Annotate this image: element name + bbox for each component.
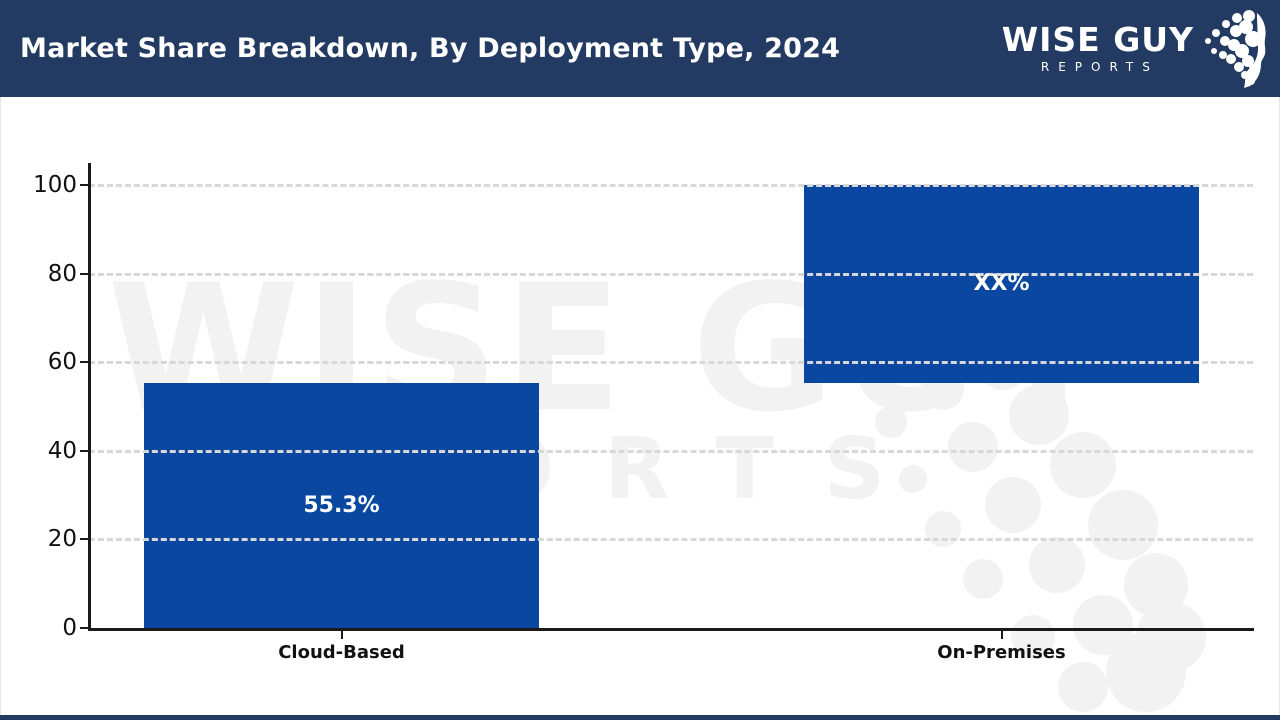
y-tick-mark — [80, 538, 89, 541]
y-tick-mark — [80, 361, 89, 364]
gridline — [89, 538, 1253, 542]
y-tick-label: 40 — [47, 437, 77, 464]
brand-logo: WISE GUY REPORTS — [1002, 9, 1266, 89]
logo-wordmark-sub: REPORTS — [1040, 60, 1159, 74]
bar-value-label: 55.3% — [303, 492, 380, 518]
y-tick-mark — [80, 449, 89, 452]
y-tick-label: 0 — [62, 615, 77, 641]
y-tick-label: 20 — [47, 526, 77, 553]
y-tick-mark — [80, 184, 89, 186]
logo-wordmark: WISE GUY REPORTS — [1002, 23, 1194, 74]
logo-wordmark-main: WISE GUY — [1001, 20, 1194, 59]
y-tick-mark — [80, 627, 89, 629]
footer-bar — [0, 715, 1280, 720]
header-bar: Market Share Breakdown, By Deployment Ty… — [0, 0, 1280, 97]
bar — [144, 383, 539, 628]
y-axis-line — [88, 163, 91, 631]
x-axis-line — [88, 628, 1254, 631]
y-tick-mark — [80, 272, 89, 275]
gridline — [89, 272, 1253, 276]
y-tick-label: 60 — [47, 349, 77, 376]
gridline — [89, 361, 1253, 365]
y-tick-label: 100 — [33, 172, 77, 198]
y-tick-label: 80 — [47, 260, 77, 287]
gridline — [89, 184, 1253, 187]
bar-value-label: XX% — [973, 271, 1030, 296]
chart-canvas: WISE GUY REPORTS 0 20 40 60 80 100 55.3% Cloud-… — [0, 97, 1280, 715]
x-category-label: On-Premises — [937, 642, 1066, 663]
chart-title: Market Share Breakdown, By Deployment Ty… — [20, 33, 841, 64]
logo-face-icon — [1205, 9, 1266, 88]
x-tick-mark — [1000, 631, 1003, 639]
x-category-label: Cloud-Based — [278, 642, 405, 663]
gridline — [89, 449, 1253, 453]
x-tick-mark — [340, 631, 343, 639]
